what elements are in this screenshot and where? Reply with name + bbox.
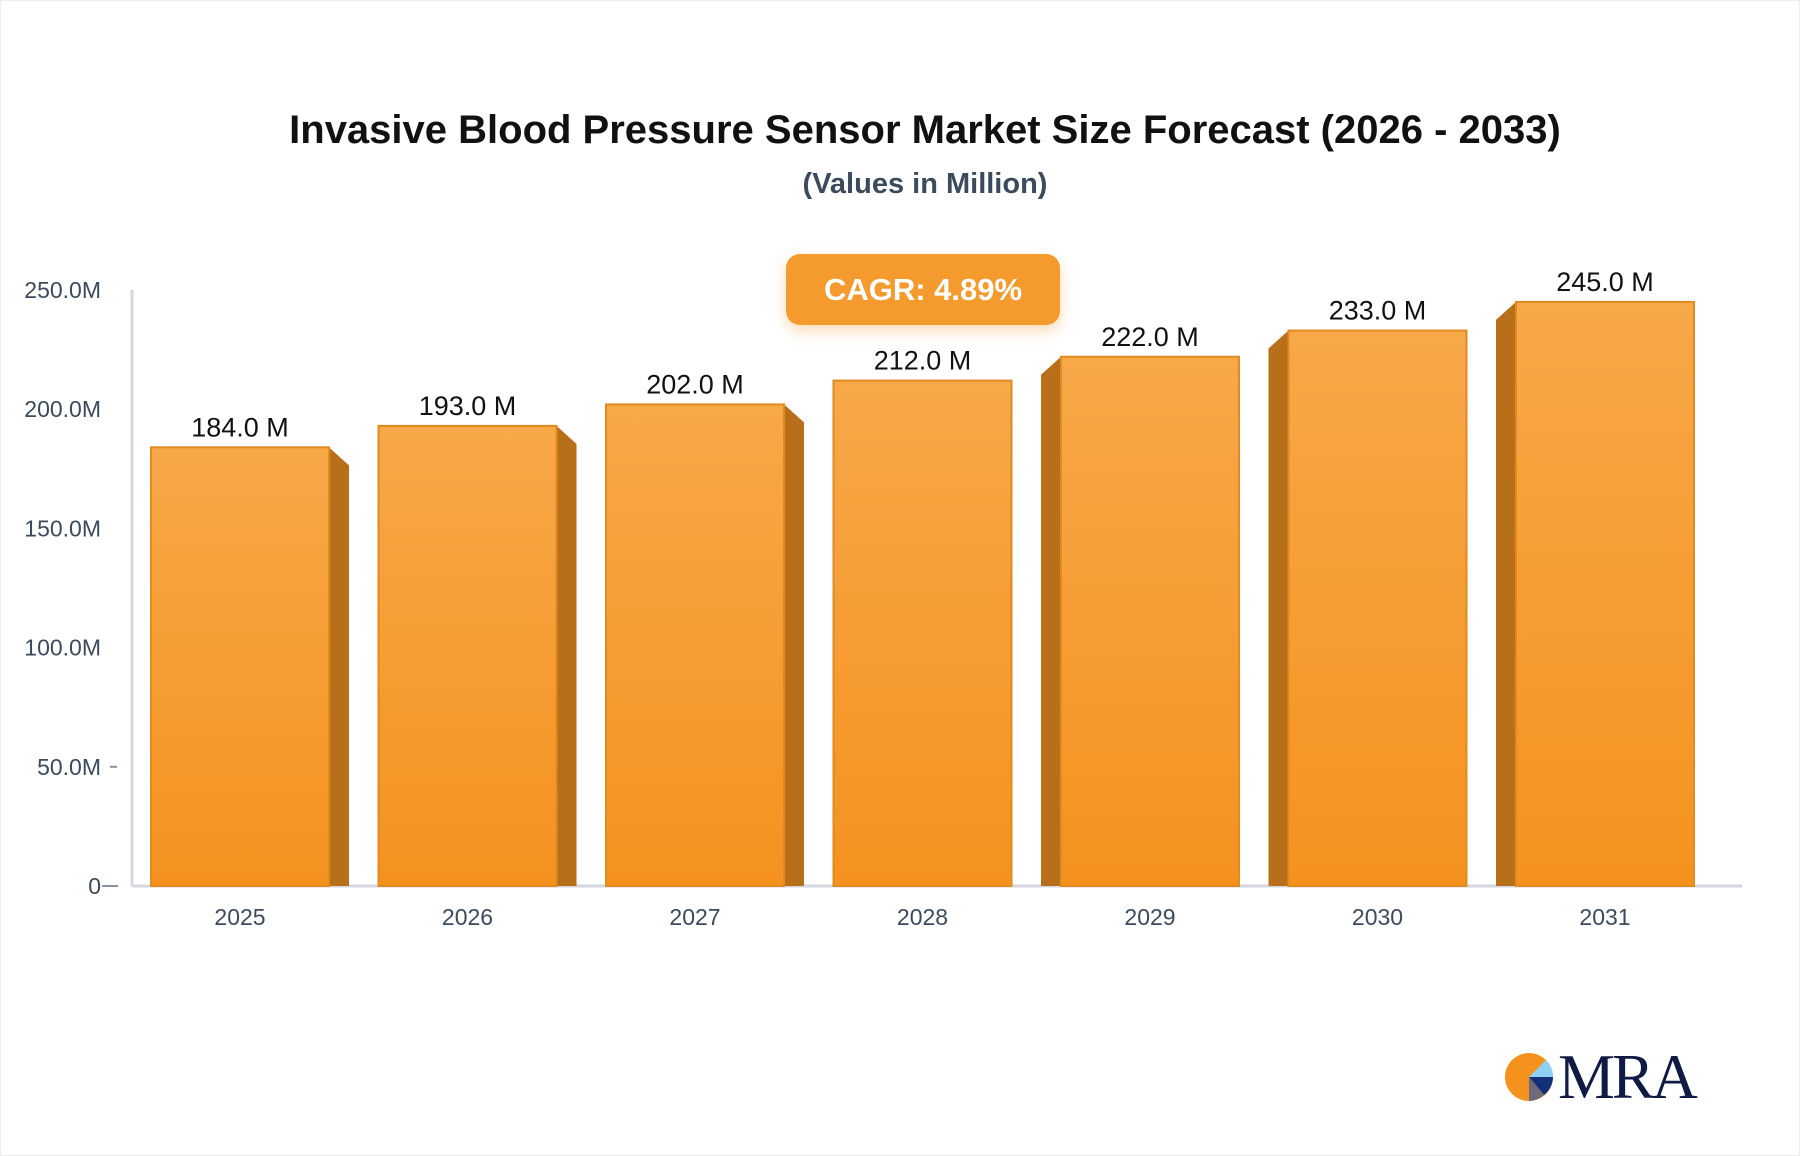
bar-2028: 212.0 M xyxy=(832,346,1013,887)
bar-front-face xyxy=(605,403,785,887)
bar-side-face xyxy=(329,447,349,886)
y-tick-label: 150.0M xyxy=(24,515,101,541)
y-tick-label: 0 xyxy=(88,873,101,899)
x-tick-label: 2028 xyxy=(897,904,948,930)
chart-title: Invasive Blood Pressure Sensor Market Si… xyxy=(289,108,1561,152)
bar-front-face xyxy=(150,446,330,887)
bar-data-label: 233.0 M xyxy=(1329,296,1427,326)
bar-2026: 193.0 M xyxy=(377,391,577,887)
bar-side-face xyxy=(1496,301,1516,886)
x-tick-label: 2029 xyxy=(1124,904,1175,930)
bar-front-face xyxy=(1515,300,1695,888)
bar-2025: 184.0 M xyxy=(150,412,349,887)
y-tick-label: 100.0M xyxy=(24,635,101,661)
bar-2027: 202.0 M xyxy=(605,369,804,887)
x-tick-label: 2031 xyxy=(1579,904,1630,930)
bar-2031: 245.0 M xyxy=(1496,267,1695,888)
bar-front-face xyxy=(1060,355,1240,887)
x-tick-label: 2030 xyxy=(1352,904,1403,930)
pie-logo-icon xyxy=(1505,1053,1554,1101)
bar-side-face xyxy=(1041,356,1061,886)
bar-side-face xyxy=(1268,330,1289,886)
x-tick-label: 2025 xyxy=(214,904,265,930)
y-tick-label: 250.0M xyxy=(24,277,101,303)
y-tick-label: 200.0M xyxy=(24,396,101,422)
cagr-badge: CAGR: 4.89% xyxy=(786,254,1060,325)
x-tick-label: 2027 xyxy=(669,904,720,930)
bar-side-face xyxy=(784,404,804,886)
bar-front-face xyxy=(832,379,1013,887)
logo-text: MRA xyxy=(1558,1041,1698,1112)
chart-subtitle: (Values in Million) xyxy=(802,168,1048,200)
bar-front-face xyxy=(377,424,558,887)
bar-data-label: 212.0 M xyxy=(874,346,972,376)
y-tick-label: 50.0M xyxy=(37,754,101,780)
bar-2029: 222.0 M xyxy=(1041,322,1240,887)
bar-data-label: 202.0 M xyxy=(646,369,744,399)
bar-data-label: 245.0 M xyxy=(1556,267,1654,297)
x-tick-label: 2026 xyxy=(442,904,493,930)
mra-logo: MRA xyxy=(1504,1040,1698,1114)
bar-data-label: 193.0 M xyxy=(419,391,517,421)
bar-data-label: 222.0 M xyxy=(1101,322,1199,352)
bar-2030: 233.0 M xyxy=(1268,296,1468,887)
bar-front-face xyxy=(1287,329,1468,887)
bar-data-label: 184.0 M xyxy=(191,412,289,442)
bar-side-face xyxy=(556,425,577,886)
